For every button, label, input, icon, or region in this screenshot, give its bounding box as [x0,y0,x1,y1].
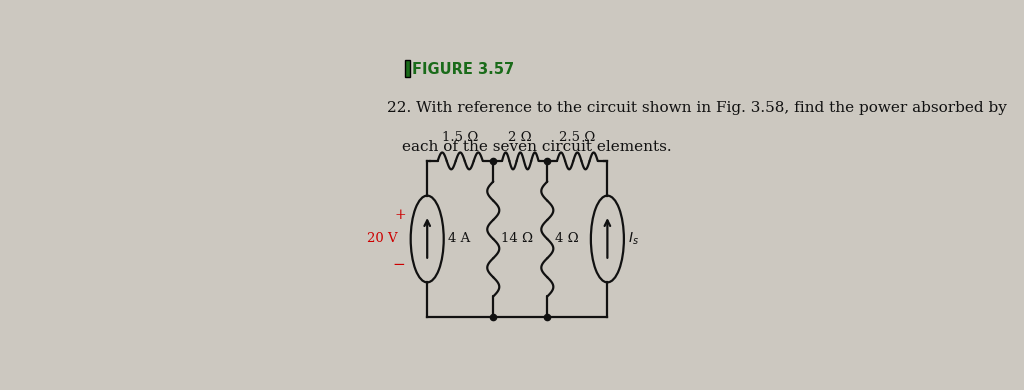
Text: 4 A: 4 A [449,232,470,245]
Text: +: + [394,208,406,222]
Text: −: − [392,258,406,272]
FancyBboxPatch shape [404,60,410,77]
Text: 22. With reference to the circuit shown in Fig. 3.58, find the power absorbed by: 22. With reference to the circuit shown … [387,101,1007,115]
Text: 14 Ω: 14 Ω [501,232,532,245]
Text: $I_s$: $I_s$ [628,231,639,247]
Text: 20 V: 20 V [367,232,397,245]
Text: each of the seven circuit elements.: each of the seven circuit elements. [401,140,672,154]
Text: FIGURE 3.57: FIGURE 3.57 [413,62,514,77]
Text: 2.5 Ω: 2.5 Ω [559,131,596,144]
Text: 1.5 Ω: 1.5 Ω [442,131,478,144]
Text: 2 Ω: 2 Ω [509,131,532,144]
Text: 4 Ω: 4 Ω [555,232,579,245]
